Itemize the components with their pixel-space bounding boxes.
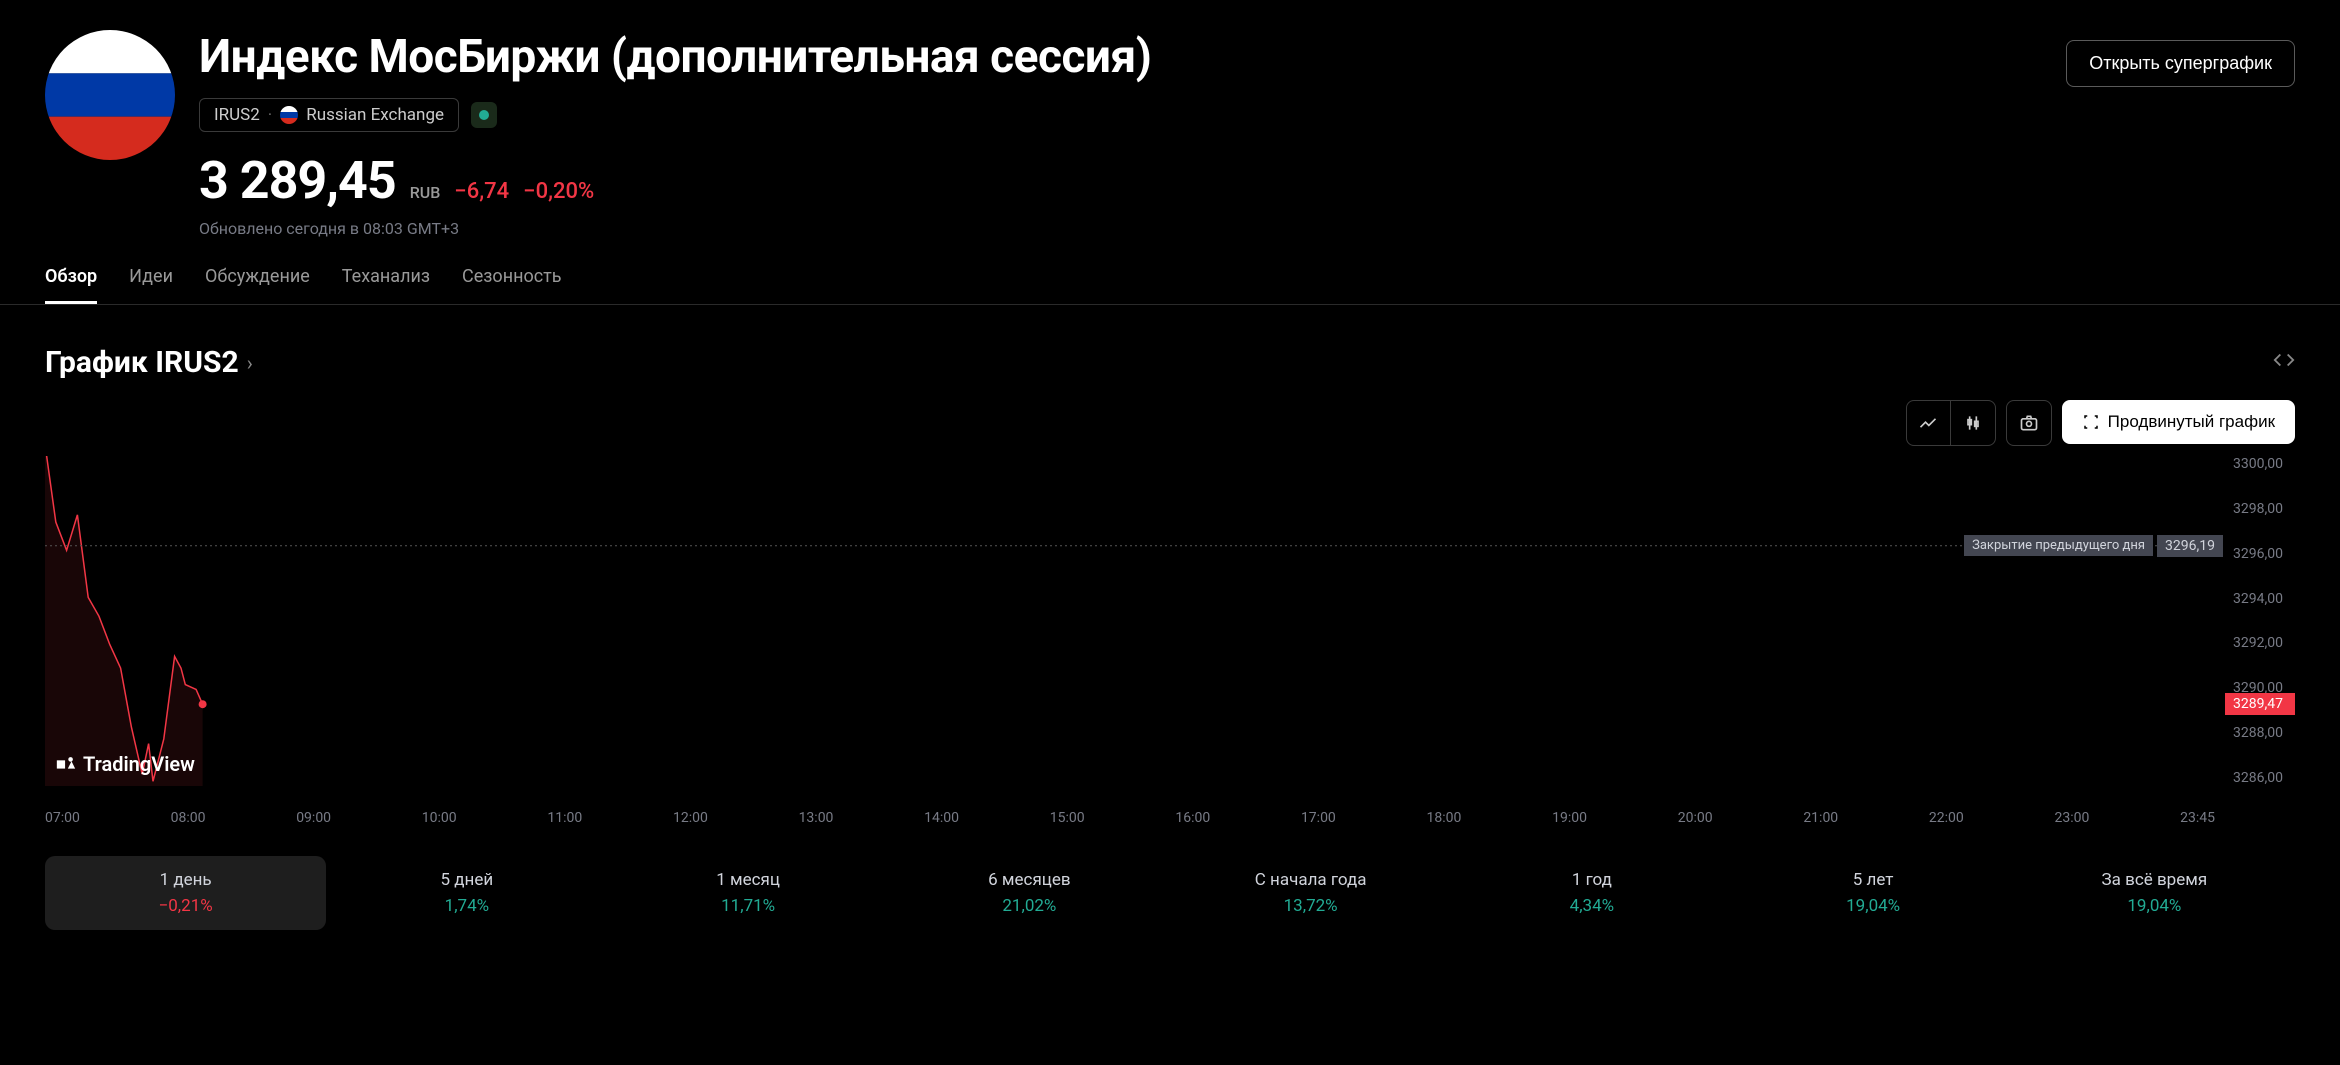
flag-icon xyxy=(45,30,175,160)
range-value: 4,34% xyxy=(1451,896,1732,916)
change-percent: −0,20% xyxy=(523,179,594,204)
range-value: 19,04% xyxy=(1733,896,2014,916)
prev-close-label: Закрытие предыдущего дня xyxy=(1964,535,2153,556)
range-label: 1 год xyxy=(1451,870,1732,890)
x-tick: 20:00 xyxy=(1678,810,1713,826)
y-tick: 3298,00 xyxy=(2225,501,2295,517)
change-absolute: −6,74 xyxy=(454,179,509,204)
range-7[interactable]: За всё время 19,04% xyxy=(2014,856,2295,930)
x-tick: 15:00 xyxy=(1050,810,1085,826)
x-tick: 12:00 xyxy=(673,810,708,826)
range-label: 6 месяцев xyxy=(889,870,1170,890)
range-0[interactable]: 1 день −0,21% xyxy=(45,856,326,930)
tab-3[interactable]: Теханализ xyxy=(342,266,430,304)
x-axis: 07:00 08:00 09:00 10:00 11:00 12:00 13:00 14:00… xyxy=(45,810,2215,826)
range-label: 1 день xyxy=(45,870,326,890)
y-tick: 3300,00 xyxy=(2225,456,2295,472)
price-chart xyxy=(45,456,2295,826)
chart-area[interactable]: 3300,003298,003296,003294,003292,003290,… xyxy=(45,456,2295,826)
range-value: 19,04% xyxy=(2014,896,2295,916)
snapshot-group xyxy=(2006,400,2052,446)
range-label: 5 лет xyxy=(1733,870,2014,890)
y-tick: 3288,00 xyxy=(2225,725,2295,741)
advanced-chart-button[interactable]: Продвинутый график xyxy=(2062,400,2295,444)
range-6[interactable]: 5 лет 19,04% xyxy=(1733,856,2014,930)
x-tick: 14:00 xyxy=(924,810,959,826)
chevron-right-icon: › xyxy=(247,351,253,375)
range-value: −0,21% xyxy=(45,896,326,916)
x-tick: 16:00 xyxy=(1175,810,1210,826)
prev-close-value: 3296,19 xyxy=(2157,535,2223,557)
tab-1[interactable]: Идеи xyxy=(129,266,173,304)
y-tick: 3296,00 xyxy=(2225,546,2295,562)
x-tick: 13:00 xyxy=(799,810,834,826)
range-1[interactable]: 5 дней 1,74% xyxy=(326,856,607,930)
chart-title[interactable]: График IRUS2 xyxy=(45,345,239,380)
mini-flag-icon xyxy=(280,106,298,124)
ticker-exchange-pill[interactable]: IRUS2 · Russian Exchange xyxy=(199,98,459,132)
range-4[interactable]: С начала года 13,72% xyxy=(1170,856,1451,930)
embed-code-icon[interactable] xyxy=(2273,349,2295,376)
range-label: 5 дней xyxy=(326,870,607,890)
y-tick: 3294,00 xyxy=(2225,591,2295,607)
y-tick: 3286,00 xyxy=(2225,770,2295,786)
x-tick: 21:00 xyxy=(1803,810,1838,826)
currency-label: RUB xyxy=(410,183,441,202)
range-value: 11,71% xyxy=(608,896,889,916)
candlestick-icon[interactable] xyxy=(1951,401,1995,445)
current-price-tag: 3289,47 xyxy=(2225,693,2295,715)
open-supergraph-button[interactable]: Открыть суперграфик xyxy=(2066,40,2295,87)
range-2[interactable]: 1 месяц 11,71% xyxy=(608,856,889,930)
dot-separator: · xyxy=(268,105,272,125)
x-tick: 11:00 xyxy=(547,810,582,826)
price-value: 3 289,45 xyxy=(199,150,396,211)
x-tick: 19:00 xyxy=(1552,810,1587,826)
range-5[interactable]: 1 год 4,34% xyxy=(1451,856,1732,930)
camera-icon[interactable] xyxy=(2007,401,2051,445)
advanced-chart-label: Продвинутый график xyxy=(2108,412,2275,432)
ticker-label: IRUS2 xyxy=(214,105,260,125)
timeframe-ranges: 1 день −0,21%5 дней 1,74%1 месяц 11,71%6 ме… xyxy=(0,826,2340,930)
line-chart-icon[interactable] xyxy=(1907,401,1951,445)
tradingview-logo[interactable]: TradingView xyxy=(55,752,195,776)
x-tick: 07:00 xyxy=(45,810,80,826)
tab-2[interactable]: Обсуждение xyxy=(205,266,310,304)
y-tick: 3292,00 xyxy=(2225,635,2295,651)
range-label: За всё время xyxy=(2014,870,2295,890)
tab-4[interactable]: Сезонность xyxy=(462,266,562,304)
x-tick: 22:00 xyxy=(1929,810,1964,826)
x-tick: 09:00 xyxy=(296,810,331,826)
x-tick: 23:45 xyxy=(2180,810,2215,826)
page-title: Индекс МосБиржи (дополнительная сессия) xyxy=(199,30,2042,84)
range-label: 1 месяц xyxy=(608,870,889,890)
tradingview-brand: TradingView xyxy=(83,752,195,776)
tabs-nav: Обзор Идеи Обсуждение Теханализ Сезонность xyxy=(0,238,2340,305)
updated-label: Обновлено сегодня в 08:03 GMT+3 xyxy=(199,219,2042,238)
x-tick: 10:00 xyxy=(422,810,457,826)
range-label: С начала года xyxy=(1170,870,1451,890)
range-value: 21,02% xyxy=(889,896,1170,916)
x-tick: 17:00 xyxy=(1301,810,1336,826)
exchange-label: Russian Exchange xyxy=(306,105,444,125)
x-tick: 23:00 xyxy=(2055,810,2090,826)
range-3[interactable]: 6 месяцев 21,02% xyxy=(889,856,1170,930)
y-axis: 3300,003298,003296,003294,003292,003290,… xyxy=(2225,456,2295,786)
range-value: 13,72% xyxy=(1170,896,1451,916)
tab-0[interactable]: Обзор xyxy=(45,266,97,304)
chart-type-group xyxy=(1906,400,1996,446)
x-tick: 18:00 xyxy=(1427,810,1462,826)
range-value: 1,74% xyxy=(326,896,607,916)
market-status-icon[interactable] xyxy=(471,102,497,128)
prev-close-tag: Закрытие предыдущего дня 3296,19 xyxy=(1964,535,2223,557)
x-tick: 08:00 xyxy=(171,810,206,826)
